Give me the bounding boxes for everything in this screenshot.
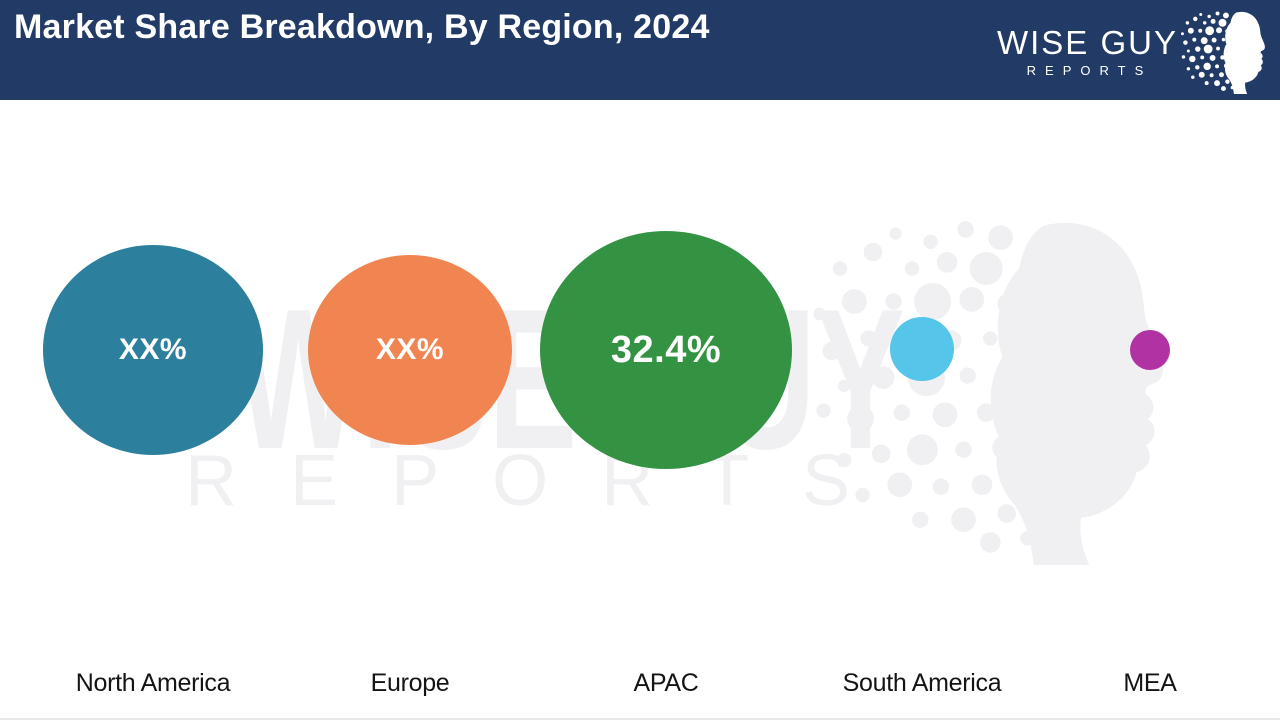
wiseguy-logo: WISE GUY REPORTS: [997, 10, 1270, 94]
logo-wordmark: WISE GUY: [996, 23, 1178, 61]
bubble-apac: 32.4%: [540, 231, 792, 469]
bubble-south-america: [890, 317, 954, 381]
value-label: XX%: [375, 333, 445, 366]
bubble-mea: [1130, 330, 1170, 370]
wiseguy-face-icon: [1172, 10, 1270, 94]
category-label-europe: Europe: [370, 669, 450, 697]
bubble-europe: XX%: [308, 255, 512, 445]
bottom-rule: [0, 718, 1280, 720]
page-title: Market Share Breakdown, By Region, 2024: [14, 8, 710, 46]
value-label: 32.4%: [610, 328, 722, 371]
category-label-north-america: North America: [75, 669, 231, 697]
category-label-south-america: South America: [842, 669, 1002, 697]
logo-subtext: REPORTS: [1026, 63, 1153, 79]
header: Market Share Breakdown, By Region, 2024 …: [0, 0, 1280, 100]
bubble-north-america: XX%: [43, 245, 263, 455]
category-label-apac: APAC: [633, 669, 699, 697]
value-label: XX%: [118, 333, 188, 366]
logo-text: WISE GUY REPORTS: [996, 23, 1178, 79]
category-label-mea: MEA: [1123, 669, 1177, 697]
